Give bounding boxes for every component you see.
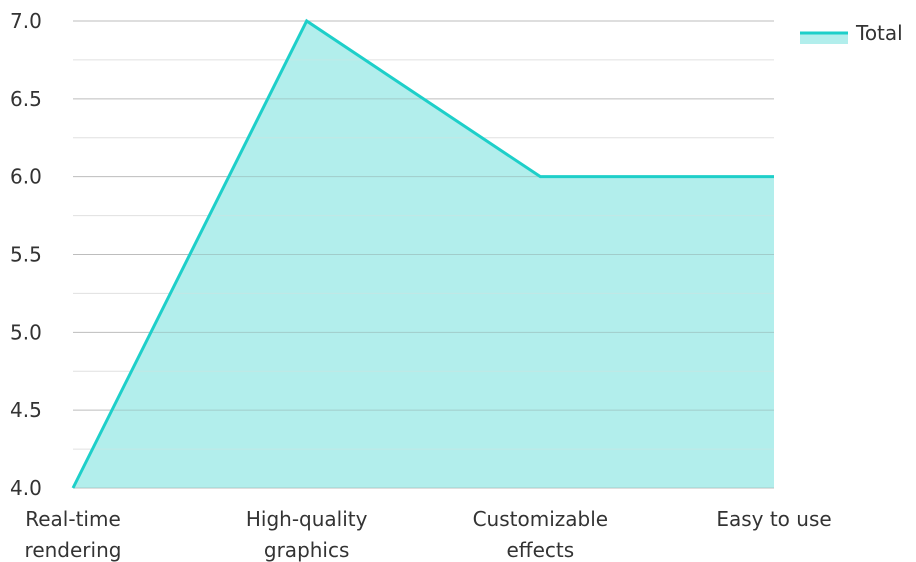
y-tick-label: 4.5 (10, 398, 42, 422)
x-tick-label: Easy to use (716, 507, 831, 531)
x-tick-label: Real-time rendering (25, 507, 122, 562)
x-tick-label: High-quality graphics (246, 507, 368, 562)
y-tick-label: 5.5 (10, 243, 42, 267)
x-tick-label: Customizable effects (473, 507, 609, 562)
legend-swatch-total (800, 32, 848, 44)
legend-label-total: Total (855, 21, 903, 45)
y-tick-label: 4.0 (10, 476, 42, 500)
y-tick-label: 6.5 (10, 87, 42, 111)
legend: Total (800, 21, 903, 45)
x-axis-ticks: Real-time rendering High-quality graphics Cu… (25, 507, 832, 562)
y-tick-label: 7.0 (10, 9, 42, 33)
series-line-total (71, 18, 774, 489)
y-axis-ticks: 4.0 4.5 5.0 5.5 6.0 6.5 7.0 (10, 9, 42, 500)
y-tick-label: 6.0 (10, 165, 42, 189)
series-line-layer (71, 18, 774, 489)
y-tick-label: 5.0 (10, 320, 42, 344)
